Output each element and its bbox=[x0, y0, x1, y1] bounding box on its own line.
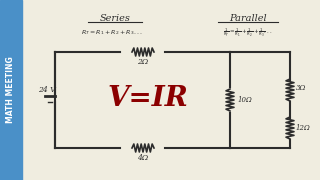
Bar bbox=[0, 0, 22, 180]
Text: 12Ω: 12Ω bbox=[296, 124, 311, 132]
Text: MATH MEETING: MATH MEETING bbox=[6, 57, 15, 123]
Text: Parallel: Parallel bbox=[229, 14, 267, 22]
Text: Series: Series bbox=[100, 14, 131, 22]
Text: V=IR: V=IR bbox=[108, 84, 188, 111]
Text: 2Ω: 2Ω bbox=[137, 58, 148, 66]
Text: 10Ω: 10Ω bbox=[238, 96, 253, 104]
Text: $R_T = R_1 + R_2 + R_3...$: $R_T = R_1 + R_2 + R_3...$ bbox=[81, 29, 143, 37]
Text: 3Ω: 3Ω bbox=[296, 84, 306, 92]
Text: 4Ω: 4Ω bbox=[137, 154, 148, 162]
Text: 24 V: 24 V bbox=[38, 86, 56, 94]
Text: $\frac{1}{R_T} = \frac{1}{R_1} + \frac{1}{R_2} + \frac{1}{R_3}...$: $\frac{1}{R_T} = \frac{1}{R_1} + \frac{1… bbox=[223, 27, 273, 39]
